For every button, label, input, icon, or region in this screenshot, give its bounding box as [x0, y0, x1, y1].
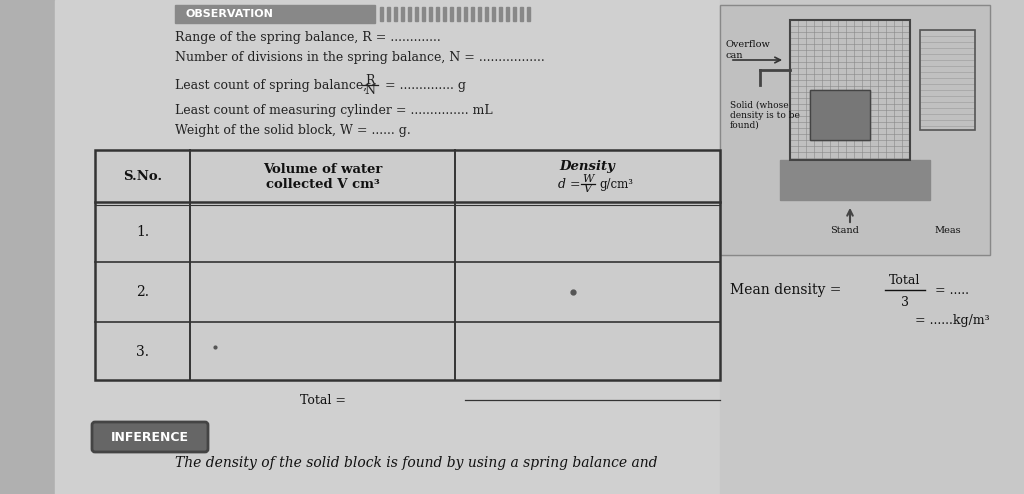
Bar: [394, 7, 397, 21]
Text: S.No.: S.No.: [123, 169, 162, 182]
Text: = ......kg/m³: = ......kg/m³: [915, 314, 989, 327]
Text: Mean density =: Mean density =: [730, 283, 846, 297]
Text: 1.: 1.: [136, 225, 150, 239]
Text: Total: Total: [889, 274, 921, 287]
Bar: [443, 7, 446, 21]
Text: The density of the solid block is found by using a spring balance and: The density of the solid block is found …: [175, 456, 657, 470]
Bar: [471, 7, 474, 21]
Bar: [920, 30, 975, 130]
Bar: [380, 7, 383, 21]
Text: d =: d =: [557, 177, 584, 191]
Bar: [499, 7, 502, 21]
Bar: [810, 90, 870, 140]
Bar: [485, 7, 488, 21]
Text: Least count of spring balance,: Least count of spring balance,: [175, 79, 371, 91]
Text: Meas: Meas: [934, 225, 961, 235]
Text: Overflow
can: Overflow can: [725, 41, 770, 60]
Text: Solid (whose
density is to be
found): Solid (whose density is to be found): [730, 100, 800, 130]
Bar: [55, 0, 720, 494]
Bar: [429, 7, 432, 21]
FancyBboxPatch shape: [92, 422, 208, 452]
Text: Weight of the solid block, W = ...... g.: Weight of the solid block, W = ...... g.: [175, 124, 411, 136]
Bar: [401, 7, 404, 21]
Bar: [506, 7, 509, 21]
Bar: [527, 7, 530, 21]
Text: N: N: [365, 83, 376, 96]
Text: V: V: [584, 184, 592, 194]
Bar: [175, 5, 375, 23]
Text: OBSERVATION: OBSERVATION: [185, 9, 272, 19]
Text: Volume of water: Volume of water: [263, 163, 382, 175]
Text: Density: Density: [559, 160, 615, 172]
Bar: [457, 7, 460, 21]
Bar: [450, 7, 453, 21]
Text: Total =: Total =: [299, 394, 345, 407]
Text: Number of divisions in the spring balance, N = .................: Number of divisions in the spring balanc…: [175, 50, 545, 64]
Text: g/cm³: g/cm³: [599, 177, 634, 191]
Text: Range of the spring balance, R = .............: Range of the spring balance, R = .......…: [175, 32, 440, 44]
Text: collected V cm³: collected V cm³: [265, 177, 379, 191]
Text: 3.: 3.: [136, 345, 150, 359]
Text: = .....: = .....: [935, 284, 969, 296]
Bar: [436, 7, 439, 21]
Text: W: W: [582, 174, 593, 184]
Text: Least count of measuring cylinder = ............... mL: Least count of measuring cylinder = ....…: [175, 104, 493, 117]
Text: R: R: [366, 74, 375, 86]
Bar: [408, 7, 411, 21]
Bar: [492, 7, 495, 21]
Bar: [780, 160, 930, 200]
Bar: [790, 20, 910, 160]
Bar: [422, 7, 425, 21]
Bar: [95, 150, 720, 380]
Bar: [387, 7, 390, 21]
Bar: [415, 7, 418, 21]
Bar: [464, 7, 467, 21]
Bar: [810, 90, 870, 140]
Bar: [720, 5, 990, 255]
Text: 3: 3: [901, 295, 909, 308]
Bar: [720, 5, 990, 255]
Text: 2.: 2.: [136, 285, 150, 299]
Text: Stand: Stand: [830, 225, 859, 235]
Text: = .............. g: = .............. g: [385, 79, 466, 91]
Bar: [513, 7, 516, 21]
Bar: [95, 150, 720, 380]
Bar: [720, 0, 1024, 494]
Bar: [520, 7, 523, 21]
Text: INFERENCE: INFERENCE: [111, 430, 189, 444]
Bar: [478, 7, 481, 21]
